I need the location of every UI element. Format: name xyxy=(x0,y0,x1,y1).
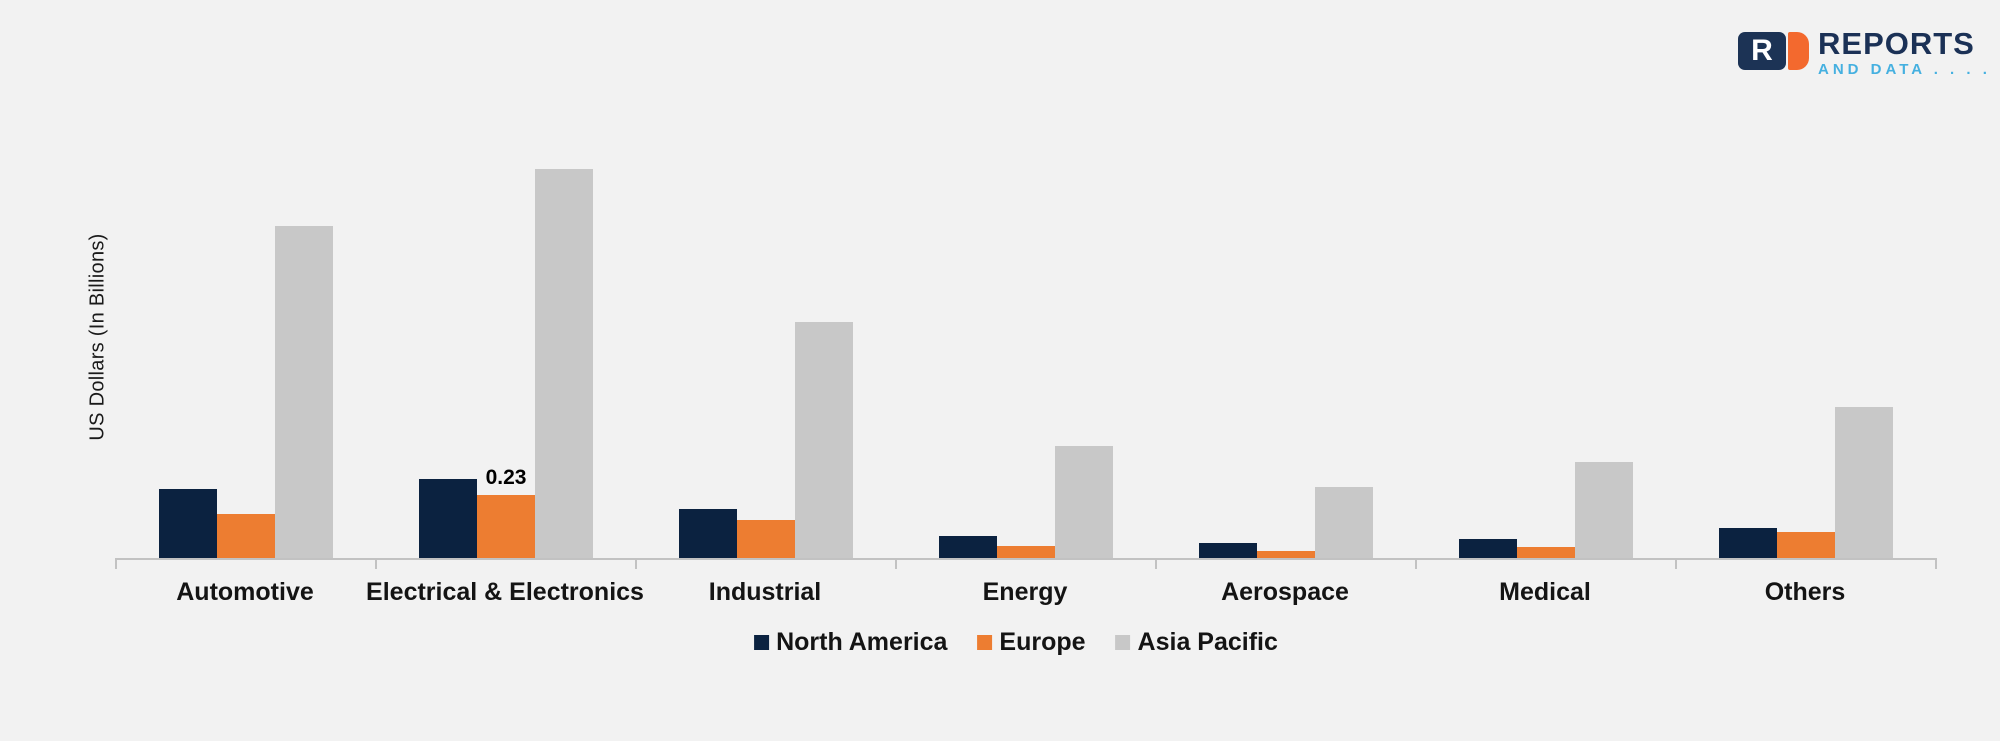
logo-r-icon: R xyxy=(1738,32,1786,70)
legend-item-north-america: North America xyxy=(754,628,947,657)
bar-north-america xyxy=(1459,539,1517,558)
logo: R REPORTS AND DATA . . . . xyxy=(1738,28,1991,79)
x-category-label: Automotive xyxy=(176,578,314,606)
bar-asia-pacific xyxy=(1315,487,1373,558)
logo-d-icon xyxy=(1788,32,1809,70)
legend-swatch-europe xyxy=(977,635,993,650)
legend-item-europe: Europe xyxy=(977,628,1086,657)
x-category-label: Energy xyxy=(982,578,1068,606)
axis-tick xyxy=(1415,558,1417,569)
legend-swatch-north-america xyxy=(754,635,770,650)
x-category-label: Medical xyxy=(1499,578,1591,606)
x-category-label: Others xyxy=(1764,578,1846,606)
legend: North America Europe Asia Pacific xyxy=(754,628,1278,657)
bar-north-america xyxy=(159,489,217,558)
axis-tick xyxy=(895,558,897,569)
bar-europe xyxy=(1257,551,1315,558)
bar-north-america xyxy=(939,536,997,558)
legend-label: Asia Pacific xyxy=(1137,628,1278,656)
x-axis-line xyxy=(115,558,1935,560)
legend-label: North America xyxy=(776,628,948,656)
x-category-label: Electrical & Electronics xyxy=(366,578,644,606)
legend-label: Europe xyxy=(999,628,1086,656)
logo-text: REPORTS AND DATA . . . . xyxy=(1818,28,1991,79)
axis-tick xyxy=(375,558,377,569)
legend-item-asia-pacific: Asia Pacific xyxy=(1115,628,1278,657)
bar-asia-pacific xyxy=(535,169,593,558)
x-category-label: Industrial xyxy=(708,578,822,606)
bar-north-america xyxy=(679,509,737,558)
bar-europe xyxy=(217,514,275,558)
bar-north-america xyxy=(1199,543,1257,558)
logo-mark: R xyxy=(1738,32,1809,70)
bar-asia-pacific xyxy=(1055,446,1113,558)
y-axis-label: US Dollars (In Billions) xyxy=(86,233,109,441)
bar-europe xyxy=(1777,532,1835,558)
legend-swatch-asia-pacific xyxy=(1115,635,1131,650)
bar-asia-pacific xyxy=(795,322,853,558)
data-label: 0.23 xyxy=(485,466,527,489)
bar-asia-pacific xyxy=(275,226,333,558)
bar-europe xyxy=(997,546,1055,558)
bar-north-america xyxy=(1719,528,1777,558)
x-category-label: Aerospace xyxy=(1221,578,1349,606)
bar-europe xyxy=(477,495,535,558)
logo-reports-text: REPORTS xyxy=(1818,26,1975,61)
axis-tick xyxy=(635,558,637,569)
axis-tick xyxy=(1155,558,1157,569)
axis-tick xyxy=(115,558,117,569)
axis-tick xyxy=(1935,558,1937,569)
bar-asia-pacific xyxy=(1835,407,1893,558)
bar-north-america xyxy=(419,479,477,558)
bar-europe xyxy=(737,520,795,558)
bar-europe xyxy=(1517,547,1575,558)
logo-anddata-text: AND DATA . . . . xyxy=(1818,61,1991,78)
bar-asia-pacific xyxy=(1575,462,1633,558)
axis-tick xyxy=(1675,558,1677,569)
